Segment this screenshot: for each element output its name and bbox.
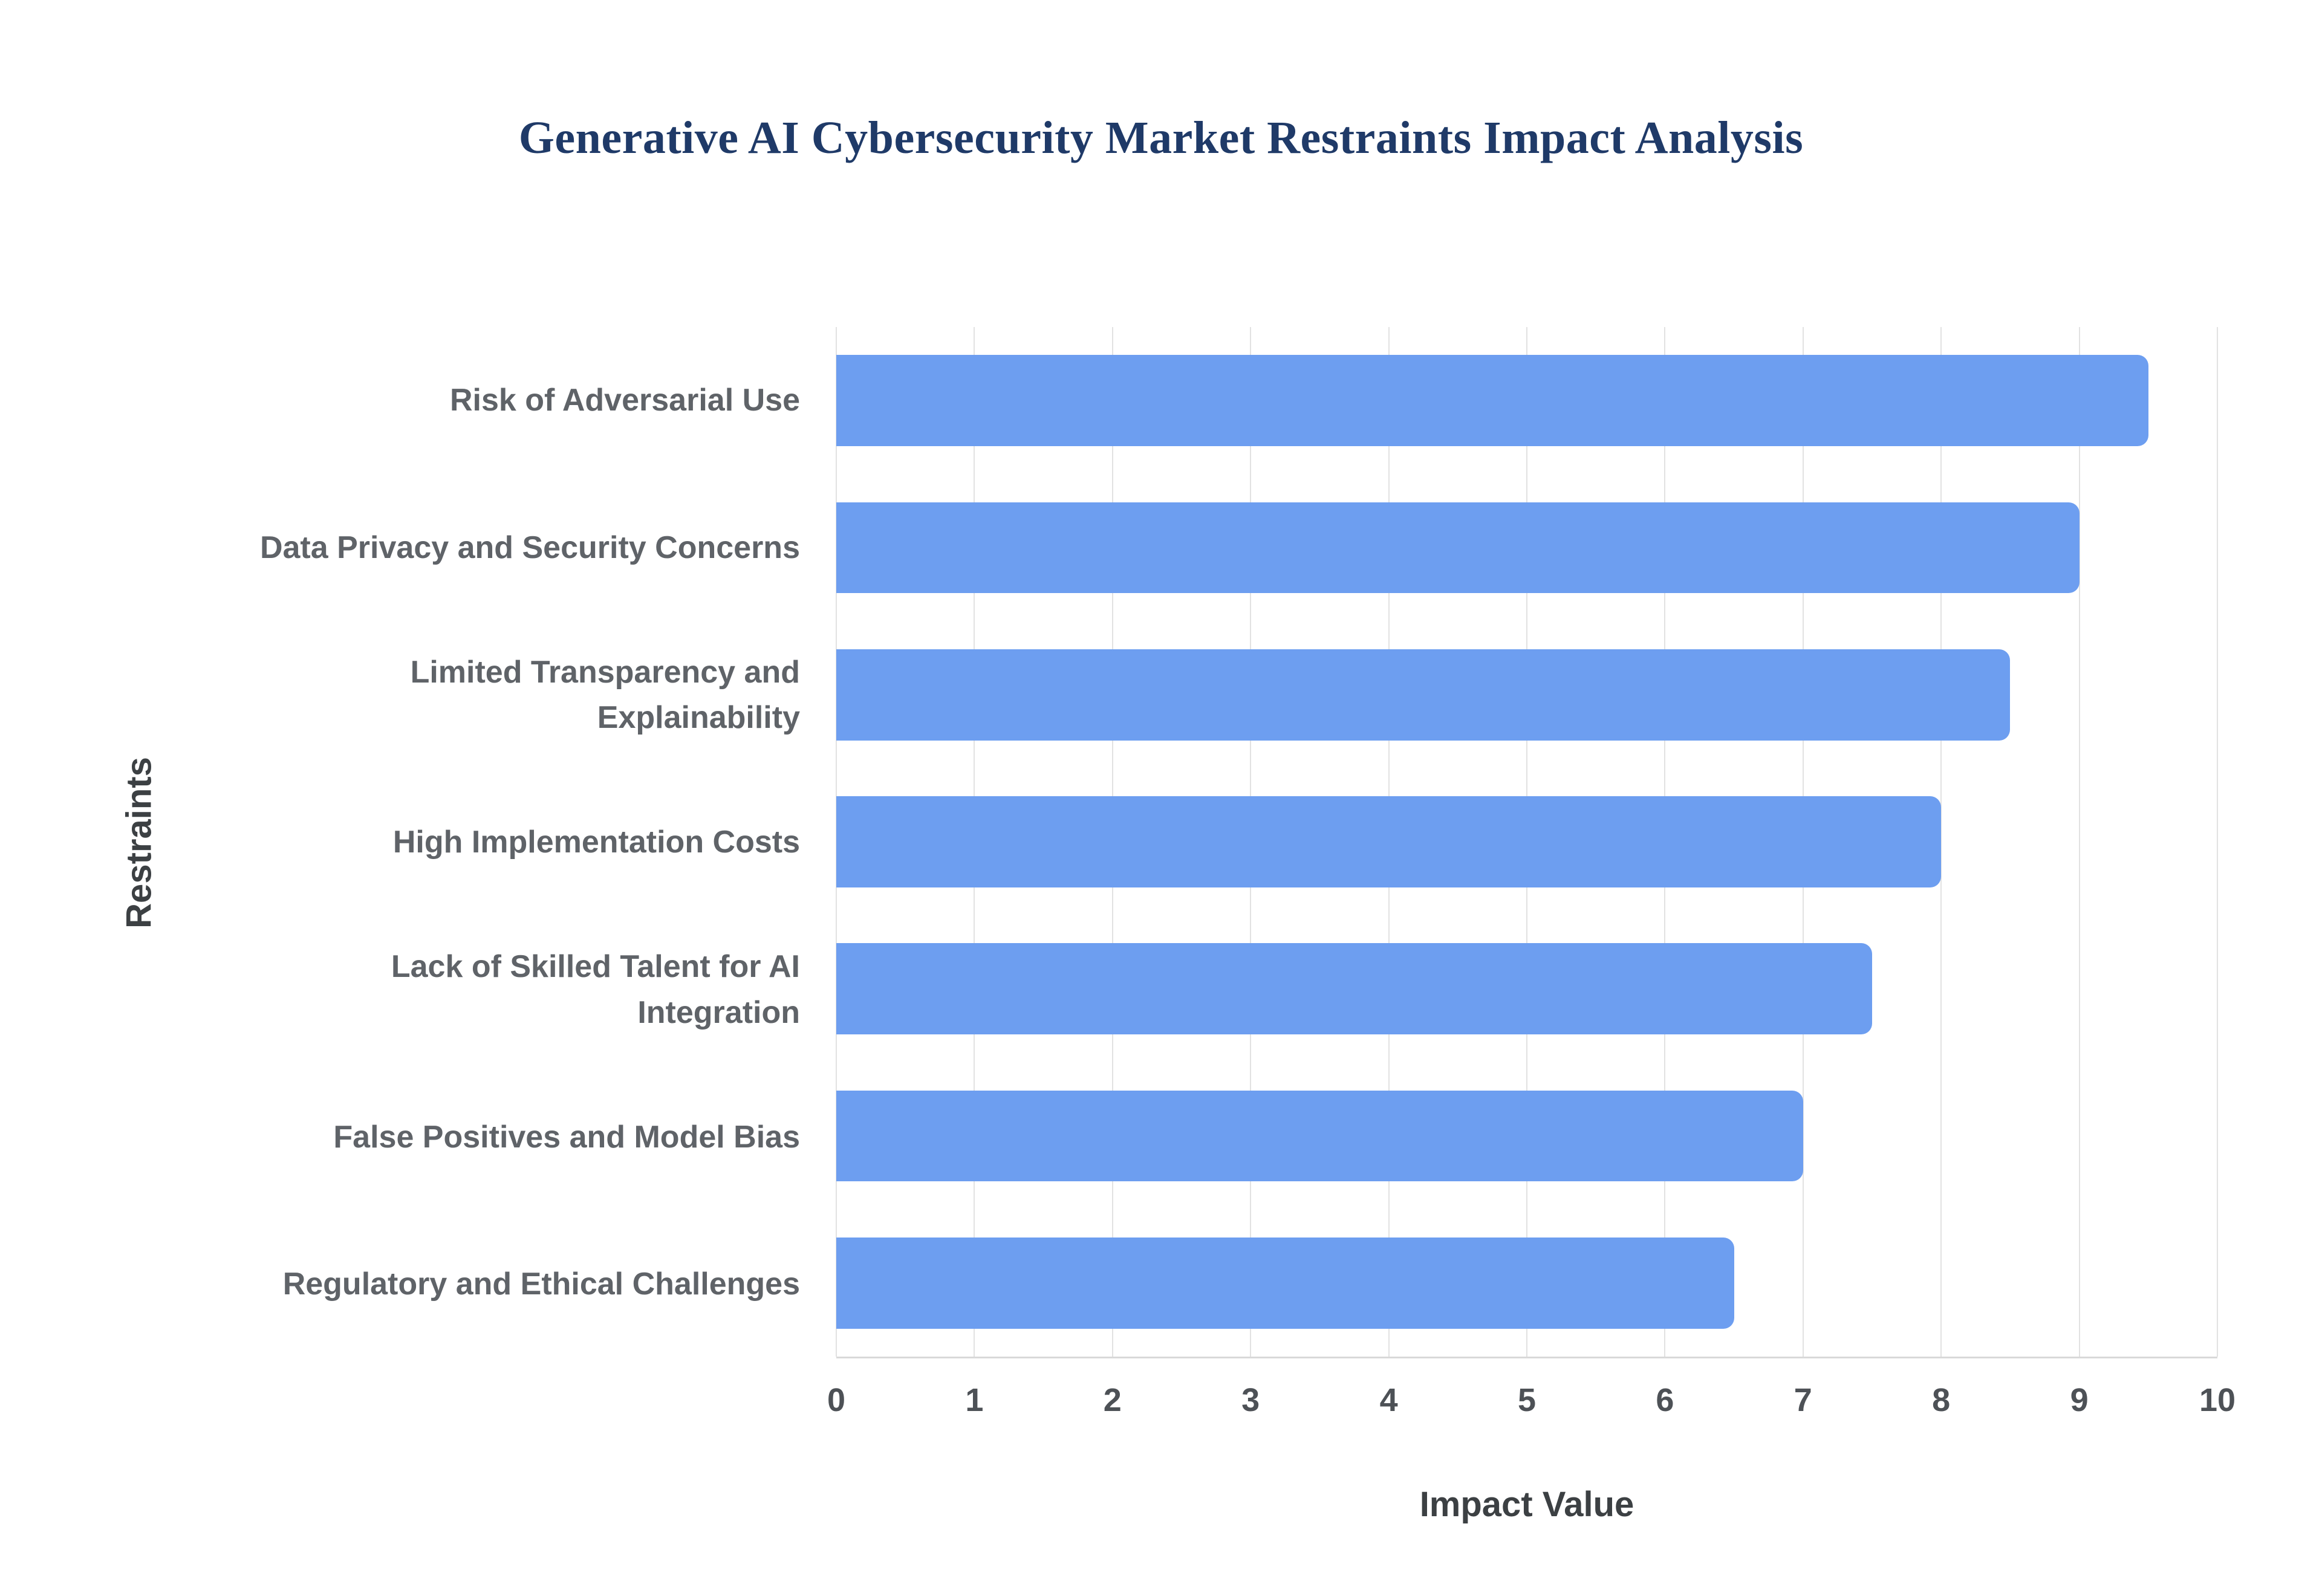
bar-row [836,1210,2217,1357]
bar-row [836,768,2217,915]
x-tick-label: 9 [2070,1382,2089,1418]
x-tick-label: 10 [2199,1382,2236,1418]
bar-5 [836,1090,1803,1182]
bar-row [836,621,2217,768]
plot-area [836,327,2218,1358]
bar-1 [836,502,2080,594]
x-tick-label: 5 [1517,1382,1537,1418]
category-label: Lack of Skilled Talent for AI Integratio… [391,949,800,1030]
bar-3 [836,796,1942,887]
category-axis-labels: Risk of Adversarial Use Data Privacy and … [230,327,800,1358]
category-label: Data Privacy and Security Concerns [259,530,800,565]
bar-2 [836,649,2011,741]
bar-row [836,327,2217,474]
x-axis-title: Impact Value [1419,1485,1634,1524]
category-label: False Positives and Model Bias [333,1119,800,1155]
bar-row [836,915,2217,1062]
gridline [2217,327,2218,1357]
x-tick-label: 1 [965,1382,984,1418]
x-tick-label: 4 [1379,1382,1398,1418]
gridline [2078,327,2080,1357]
x-tick-label: 6 [1656,1382,1674,1418]
category-label: Limited Transparency and Explainability [410,654,800,736]
category-label: Risk of Adversarial Use [449,383,800,418]
bar-0 [836,355,2148,447]
y-axis-title: Restraints [119,757,159,929]
x-axis-ticks: 0 1 2 3 4 5 6 7 8 9 10 [827,1381,2236,1430]
bar-row [836,474,2217,621]
bar-4 [836,943,1872,1035]
x-tick-label: 0 [827,1382,846,1418]
category-label: High Implementation Costs [392,825,800,860]
x-tick-label: 3 [1241,1382,1260,1418]
x-tick-label: 8 [1932,1382,1951,1418]
bar-row [836,1062,2217,1209]
bar-rows [836,327,2217,1357]
category-label: Regulatory and Ethical Challenges [282,1267,800,1302]
chart-title: Generative AI Cybersecurity Market Restr… [518,112,1804,163]
x-tick-label: 7 [1794,1382,1812,1418]
gridline [1940,327,1942,1357]
x-tick-label: 2 [1103,1382,1122,1418]
bar-6 [836,1237,1734,1329]
